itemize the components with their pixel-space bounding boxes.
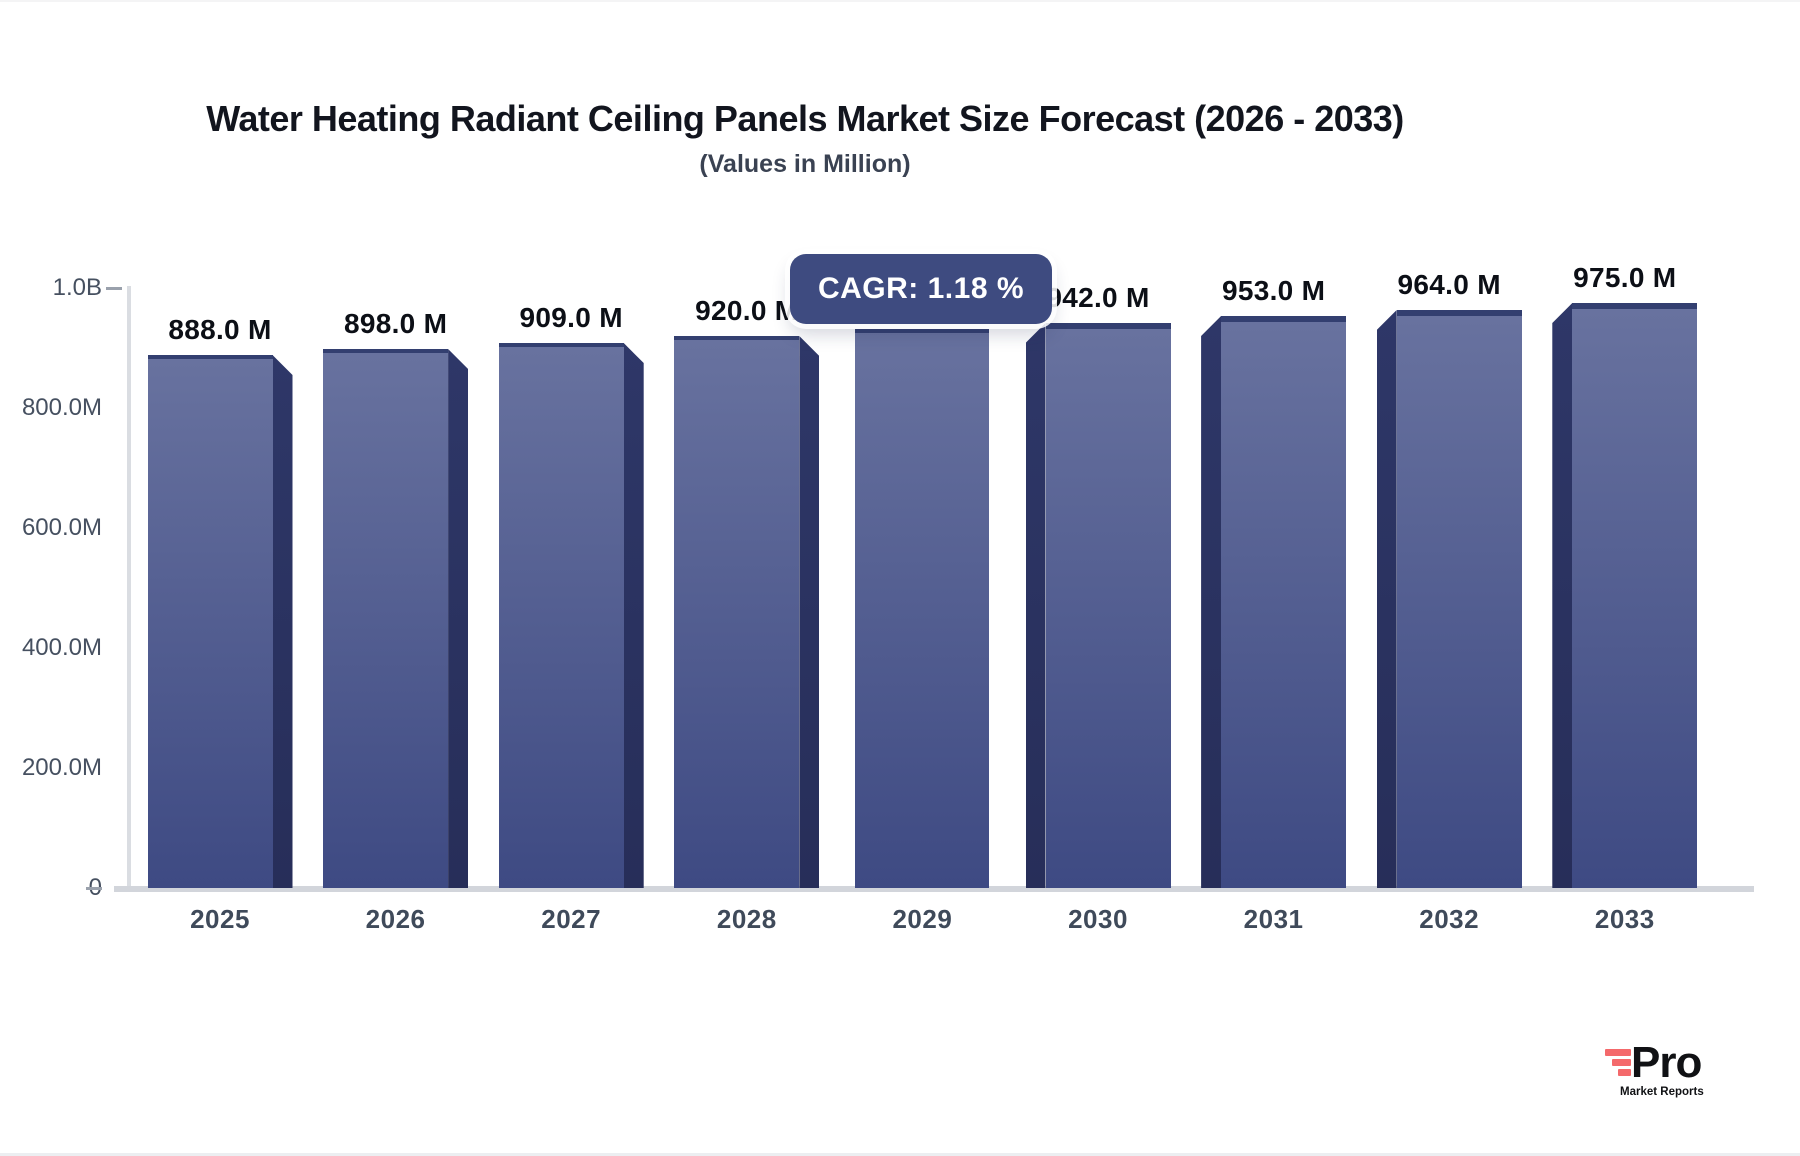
x-axis-label-2026: 2026	[365, 904, 426, 934]
y-axis-label: 1.0B	[52, 274, 102, 301]
pro-market-reports-logo: Pro Market Reports	[1605, 1038, 1715, 1098]
bar-side-face	[799, 336, 820, 888]
bar-2025[interactable]	[147, 355, 273, 888]
bar-value-label: 975.0 M	[1573, 262, 1677, 293]
cagr-badge: CAGR: 1.18 %	[790, 254, 1052, 324]
bar-side-face	[623, 343, 644, 888]
bar-value-label: 964.0 M	[1397, 269, 1501, 300]
bar-2030[interactable]	[1045, 323, 1171, 888]
bar-value-label: 888.0 M	[168, 314, 272, 345]
bar-2026[interactable]	[323, 349, 449, 888]
bar-2027[interactable]	[498, 343, 624, 888]
x-axis-label-2028: 2028	[716, 904, 777, 934]
y-axis-label: 400.0M	[21, 634, 102, 661]
x-axis-label-2027: 2027	[541, 904, 602, 934]
y-axis-label: 600.0M	[21, 514, 102, 541]
bar-2031[interactable]	[1221, 316, 1347, 888]
bar-side-face	[272, 355, 293, 888]
bar-2028[interactable]	[674, 336, 800, 888]
bar-side-face	[448, 349, 469, 888]
bar-side-face	[1025, 323, 1046, 888]
chart-subtitle: (Values in Million)	[699, 150, 911, 178]
x-axis-label-2030: 2030	[1068, 904, 1128, 934]
x-axis-label-2029: 2029	[892, 904, 953, 934]
y-axis-label: 800.0M	[21, 394, 102, 421]
bar-2029[interactable]	[855, 329, 990, 888]
bar-value-label: 920.0 M	[695, 295, 799, 326]
bar-value-label: 953.0 M	[1221, 275, 1326, 306]
x-axis-line	[114, 886, 1754, 892]
x-axis-label-2032: 2032	[1419, 904, 1480, 934]
x-axis-label-2033: 2033	[1594, 904, 1655, 934]
bar-2033[interactable]	[1572, 303, 1698, 888]
bar-side-face	[1552, 303, 1573, 888]
bar-side-face	[1376, 310, 1397, 888]
logo-flag-icon	[1605, 1044, 1631, 1079]
chart-title: Water Heating Radiant Ceiling Panels Mar…	[206, 98, 1404, 139]
y-axis-label: 200.0M	[21, 754, 102, 781]
x-axis-label-2025: 2025	[190, 904, 250, 934]
bar-2032[interactable]	[1396, 310, 1522, 888]
x-axis-label-2031: 2031	[1243, 904, 1304, 934]
bar-value-label: 909.0 M	[519, 302, 623, 333]
y-axis-line	[127, 286, 131, 888]
logo-tagline: Market Reports	[1620, 1086, 1704, 1098]
bar-value-label: 898.0 M	[343, 308, 448, 339]
bar-side-face	[1201, 316, 1222, 888]
y-axis-tick	[106, 286, 122, 290]
logo-name: Pro	[1631, 1038, 1702, 1087]
y-axis-tick	[86, 886, 102, 890]
bar-value-label: 942.0 M	[1046, 282, 1150, 313]
